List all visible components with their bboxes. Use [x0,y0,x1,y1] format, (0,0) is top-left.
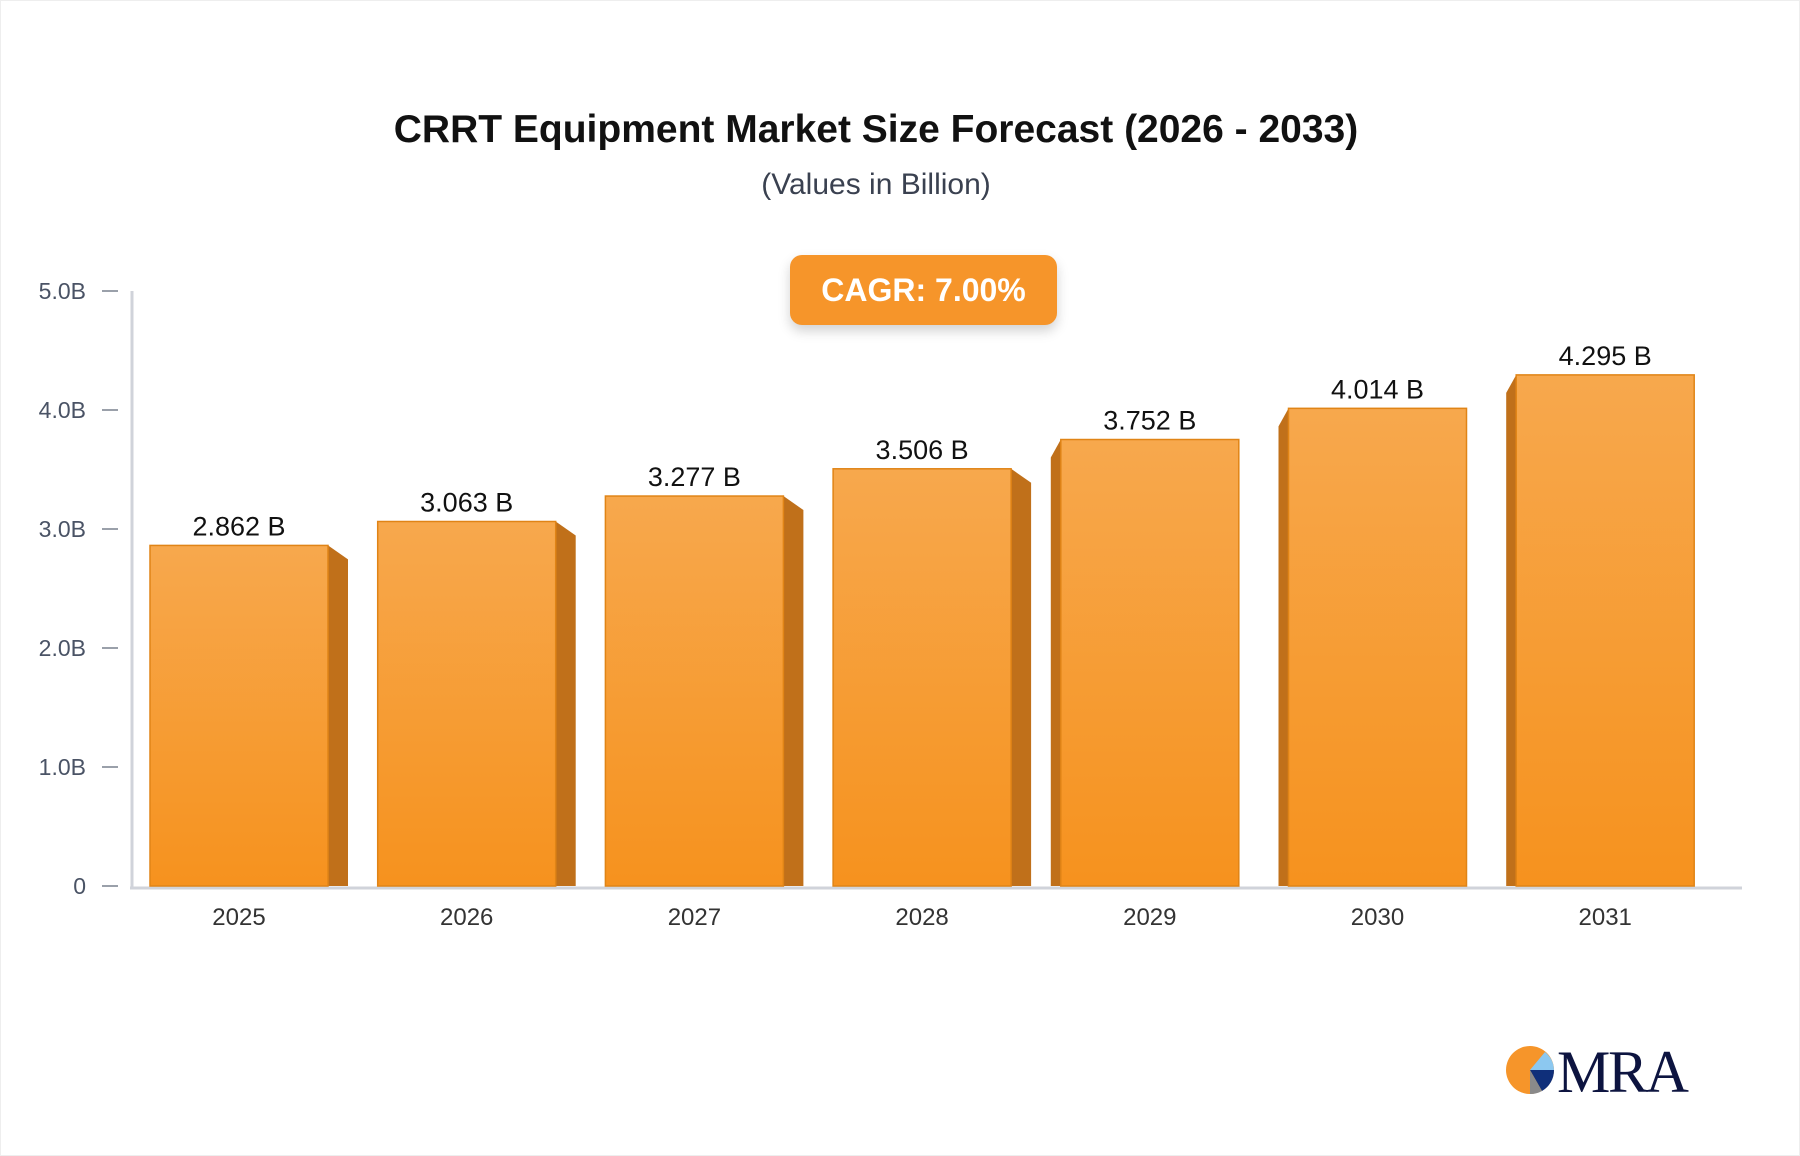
bar-side [783,496,804,886]
data-label: 4.295 B [1559,341,1652,371]
data-label: 4.014 B [1331,374,1424,404]
bar-side [1050,439,1061,886]
mra-logo: MRA [1506,1040,1689,1100]
x-tick-label: 2028 [895,904,948,931]
bar-side [328,545,348,886]
y-tick-label: 3.0B [39,516,86,542]
x-tick-label: 2025 [212,904,265,931]
y-tick-label: 4.0B [39,397,86,423]
data-label: 3.752 B [1103,406,1196,436]
chart-subtitle: (Values in Billion) [761,168,991,201]
chart-title: CRRT Equipment Market Size Forecast (202… [393,108,1359,151]
y-tick-label: 0 [73,873,86,899]
bar [1287,407,1468,887]
y-tick-label: 5.0B [39,278,86,304]
svg-text:MRA: MRA [1557,1040,1689,1100]
x-tick-label: 2031 [1579,904,1632,931]
bar-side [1011,468,1032,886]
x-tick-label: 2027 [668,904,721,931]
bar-side [1278,408,1289,886]
bar [1515,374,1695,887]
bar [604,495,785,887]
bar-side [1506,374,1517,886]
x-tick-label: 2026 [440,904,493,931]
bar [149,544,329,887]
data-label: 3.063 B [420,488,513,518]
cagr-badge: CAGR: 7.00% [790,255,1057,325]
y-tick-label: 2.0B [39,635,86,661]
data-label: 3.277 B [648,462,741,492]
bar [376,520,557,887]
x-tick-label: 2029 [1123,904,1176,931]
data-label: 3.506 B [876,435,969,465]
data-label: 2.862 B [192,511,285,541]
bar [832,468,1012,887]
bar-side [555,521,576,886]
y-tick-label: 1.0B [39,754,86,780]
bar [1060,438,1240,887]
x-tick-label: 2030 [1351,904,1404,931]
